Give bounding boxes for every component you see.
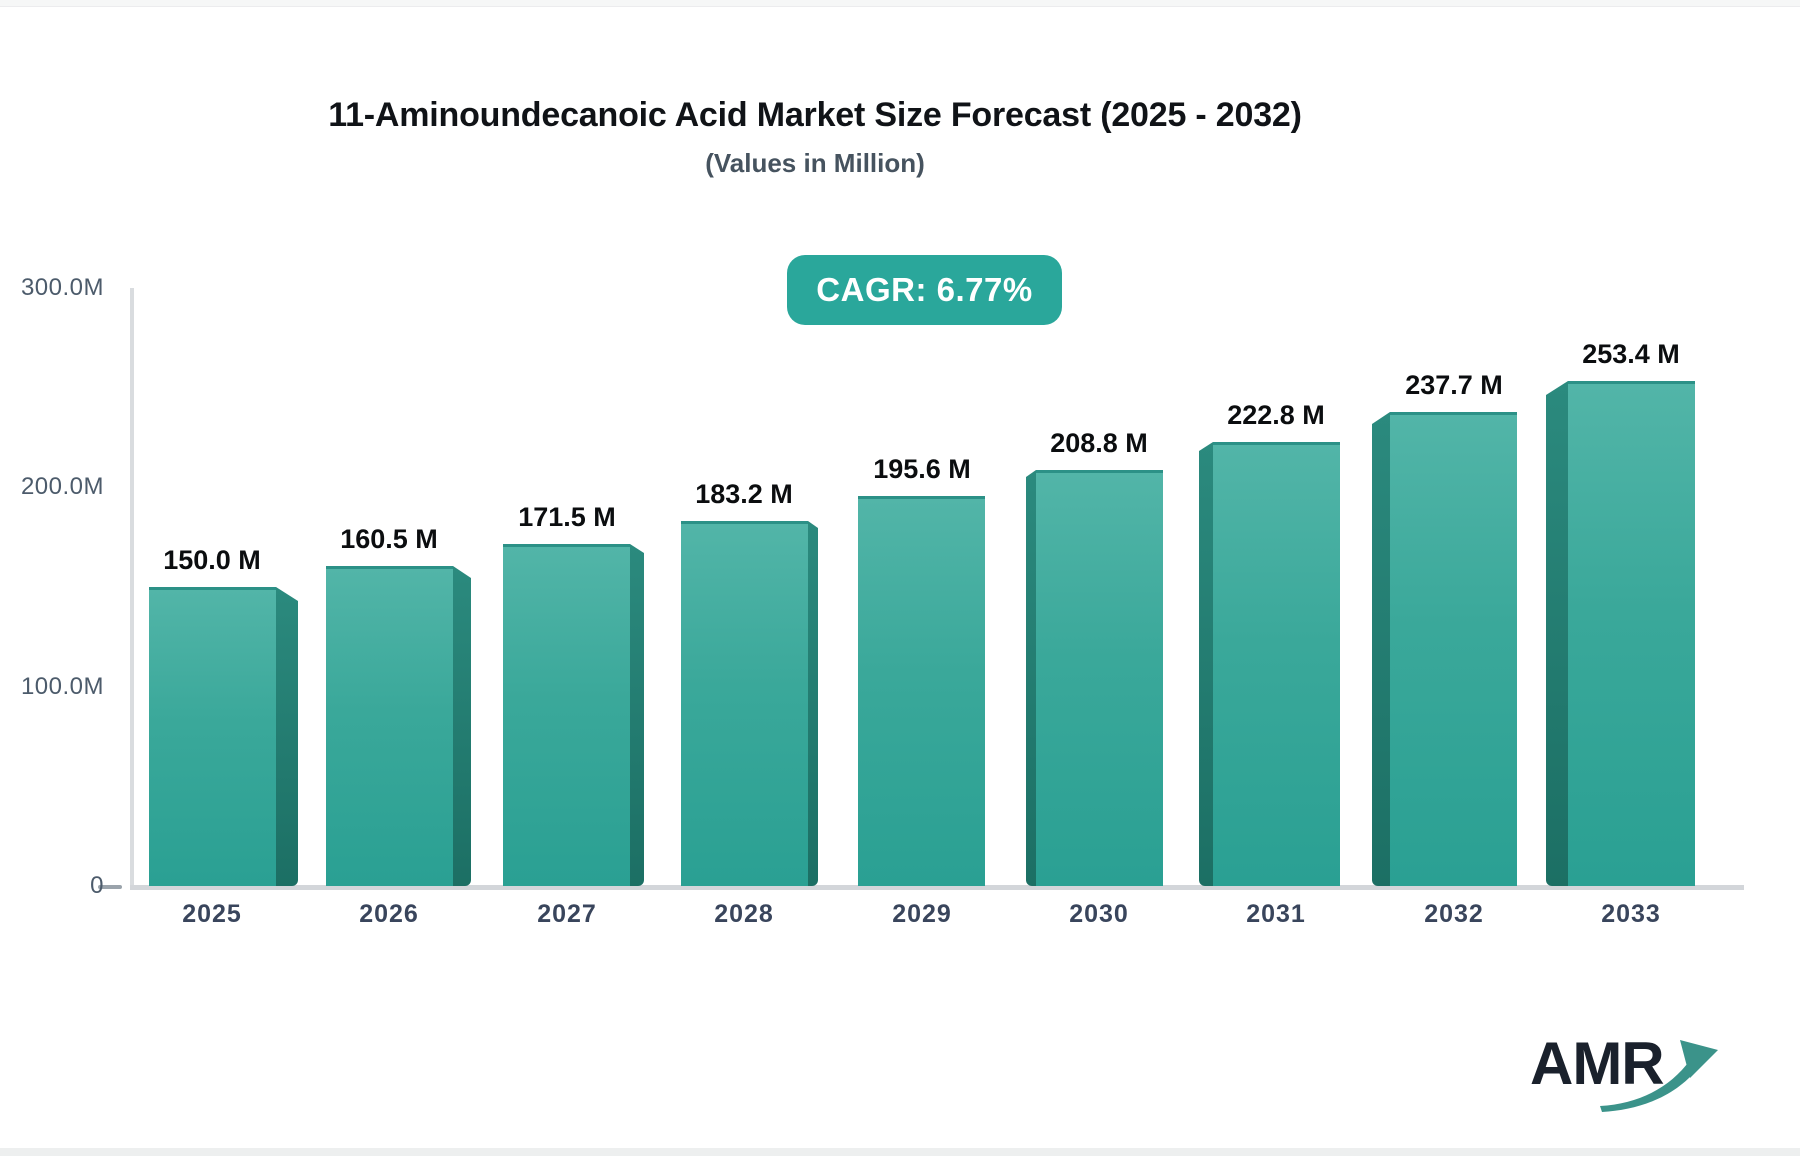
bar-value-label: 208.8 M (1050, 428, 1148, 458)
bar-2029[interactable] (858, 496, 985, 886)
y-axis-tick-label: 100.0M (20, 673, 104, 700)
y-axis-tick-label: 300.0M (20, 274, 104, 301)
bar-side-face (1546, 381, 1568, 886)
bar-value-label: 253.4 M (1582, 339, 1680, 369)
bar-side-face (1199, 442, 1213, 886)
chart-subtitle: (Values in Million) (705, 148, 925, 178)
x-axis-tick-label: 2031 (1246, 900, 1306, 928)
bar-2031[interactable] (1213, 442, 1340, 886)
bar-value-label: 237.7 M (1405, 370, 1503, 400)
bar-2025[interactable] (149, 587, 276, 886)
bar-side-face (1372, 412, 1390, 886)
x-axis-tick-label: 2027 (537, 900, 597, 928)
bar-value-label: 183.2 M (695, 479, 793, 509)
x-axis-tick-label: 2026 (359, 900, 419, 928)
growth-arrow-icon (1600, 1040, 1718, 1112)
bar-side-face (808, 521, 818, 886)
y-axis-zero-tick (98, 885, 122, 889)
bar-side-face (630, 544, 644, 886)
chart-title: 11-Aminoundecanoic Acid Market Size Fore… (328, 96, 1302, 134)
y-axis-line (130, 288, 134, 886)
bar-value-label: 150.0 M (163, 545, 261, 575)
cagr-badge: CAGR: 6.77% (787, 255, 1062, 325)
cagr-badge-label: CAGR: 6.77% (816, 271, 1033, 308)
bar-value-label: 222.8 M (1227, 400, 1325, 430)
x-axis-line (130, 885, 1744, 890)
bar-2028[interactable] (681, 521, 808, 886)
x-axis-tick-label: 2032 (1424, 900, 1484, 928)
bar-side-face (1026, 470, 1036, 886)
bar-2032[interactable] (1390, 412, 1517, 886)
x-axis-tick-label: 2030 (1069, 900, 1129, 928)
x-axis-tick-label: 2028 (714, 900, 774, 928)
bottom-border-strip (0, 1148, 1800, 1156)
bar-2026[interactable] (326, 566, 453, 886)
bar-2027[interactable] (503, 544, 630, 886)
bar-side-face (276, 587, 298, 886)
bar-value-label: 171.5 M (518, 502, 616, 532)
bar-side-face (453, 566, 471, 886)
bar-2030[interactable] (1036, 470, 1163, 886)
bar-value-label: 160.5 M (340, 524, 438, 554)
x-axis-tick-label: 2029 (892, 900, 952, 928)
bar-value-label: 195.6 M (873, 454, 971, 484)
amr-logo-text: AMR (1530, 1030, 1665, 1097)
amr-logo: AMR (1530, 1030, 1730, 1120)
y-axis-tick-label: 200.0M (20, 473, 104, 500)
x-axis-tick-label: 2025 (182, 900, 242, 928)
bar-2033[interactable] (1568, 381, 1695, 886)
y-axis-tick-label: 0 (90, 872, 104, 899)
x-axis-tick-label: 2033 (1601, 900, 1661, 928)
top-border-strip (0, 0, 1800, 7)
